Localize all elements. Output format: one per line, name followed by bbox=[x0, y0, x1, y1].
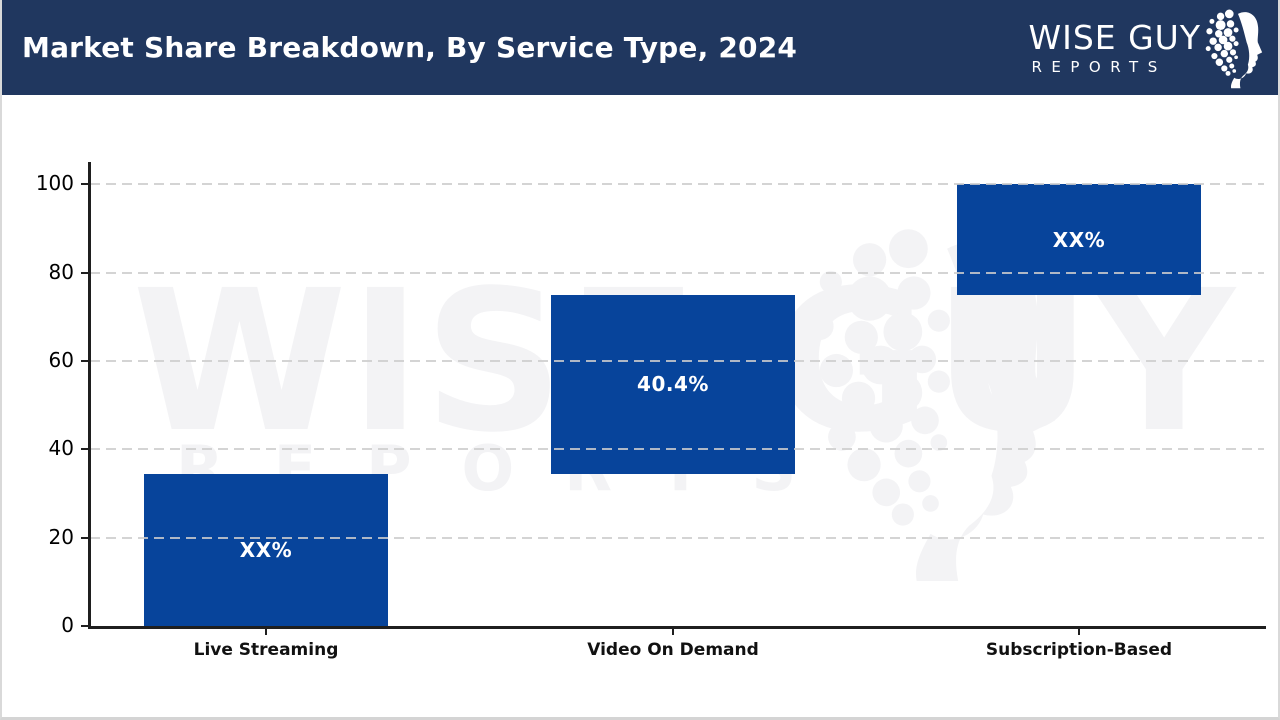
y-tick-mark-0 bbox=[81, 625, 90, 627]
x-axis-label-subscription-based: Subscription-Based bbox=[985, 640, 1173, 660]
watermark-face-icon bbox=[785, 221, 1065, 585]
y-tick-mark-40 bbox=[81, 448, 90, 451]
bar-live-streaming: XX% bbox=[144, 473, 388, 626]
x-axis-spine bbox=[88, 626, 1266, 629]
gridline-20 bbox=[90, 536, 1264, 539]
bar-subscription-based: XX% bbox=[957, 184, 1201, 296]
y-axis-spine bbox=[88, 162, 91, 629]
bar-value-label-video-on-demand: 40.4% bbox=[637, 372, 709, 397]
x-axis-label-video-on-demand: Video On Demand bbox=[587, 640, 759, 660]
y-tick-label-100: 100 bbox=[35, 171, 74, 196]
x-tick-mark-video-on-demand bbox=[672, 627, 674, 635]
y-tick-label-40: 40 bbox=[48, 436, 74, 461]
y-tick-label-60: 60 bbox=[48, 347, 74, 372]
y-tick-mark-20 bbox=[81, 536, 90, 539]
y-tick-mark-60 bbox=[81, 359, 90, 362]
y-tick-mark-100 bbox=[81, 183, 90, 186]
chart-title: Market Share Breakdown, By Service Type,… bbox=[22, 31, 798, 64]
y-tick-label-20: 20 bbox=[48, 524, 74, 549]
x-tick-mark-subscription-based bbox=[1078, 627, 1080, 635]
gridline-40 bbox=[90, 448, 1264, 451]
logo-subtitle: REPORTS bbox=[1031, 57, 1167, 76]
header-bar: Market Share Breakdown, By Service Type,… bbox=[2, 0, 1278, 95]
y-tick-label-80: 80 bbox=[48, 259, 74, 284]
gridline-100 bbox=[90, 183, 1264, 186]
y-tick-label-0: 0 bbox=[61, 613, 74, 637]
bar-value-label-live-streaming: XX% bbox=[239, 537, 293, 562]
gridline-60 bbox=[90, 359, 1264, 362]
x-tick-mark-live-streaming bbox=[265, 627, 267, 635]
bar-video-on-demand: 40.4% bbox=[551, 295, 795, 474]
bar-value-label-subscription-based: XX% bbox=[1052, 227, 1106, 252]
wise-guy-reports-logo: WISE GUY REPORTS bbox=[1028, 4, 1264, 92]
logo-text: WISE GUY REPORTS bbox=[1028, 21, 1201, 76]
gridline-80 bbox=[90, 271, 1264, 274]
dotted-face-profile-icon bbox=[1202, 7, 1264, 89]
y-tick-mark-80 bbox=[81, 271, 90, 274]
x-axis-label-live-streaming: Live Streaming bbox=[193, 640, 339, 660]
logo-wordmark: WISE GUY bbox=[1028, 17, 1201, 57]
plot-area: WISE GUY REPORTS bbox=[36, 162, 1266, 660]
